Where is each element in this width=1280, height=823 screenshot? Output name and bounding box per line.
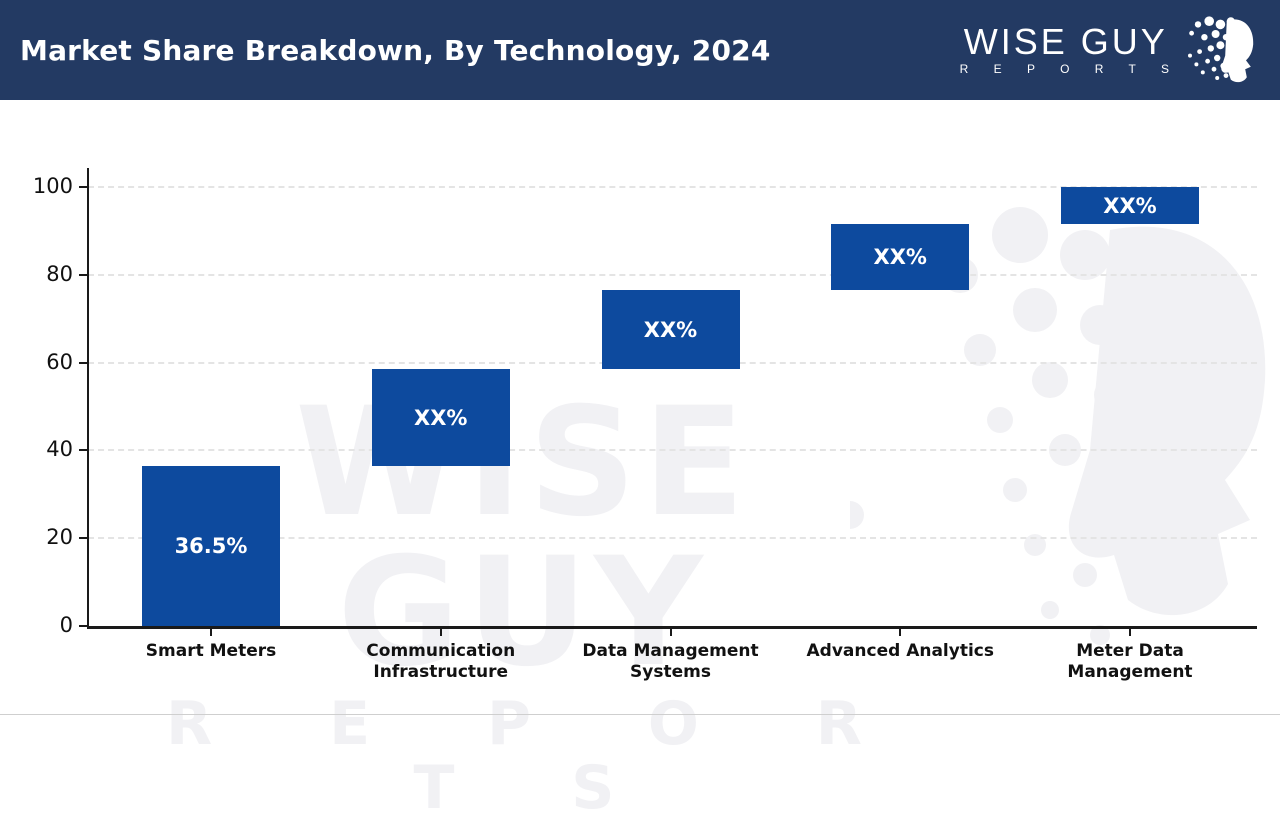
y-gridline [88,449,1257,452]
x-axis-line [87,626,1257,629]
y-gridline [88,273,1257,276]
x-tick-mark [669,628,672,636]
x-category-label: Data Management Systems [551,641,791,683]
y-gridline [88,537,1257,540]
watermark-line2: R E P O R T S [166,689,910,823]
waterfall-bar: XX% [831,224,970,291]
x-tick-mark [210,628,212,636]
y-tick-mark [79,537,88,540]
y-tick-mark [79,361,88,364]
bar-value-label: XX% [1103,193,1157,218]
logo-face-icon [1188,16,1254,83]
bar-value-label: XX% [643,317,698,342]
x-tick-mark [439,628,442,636]
x-category-label: Communication Infrastructure [321,641,561,683]
chart-area: WISE GUY R E P O R T S 0 20 40 60 80 100 36.5%… [0,100,1280,820]
wiseguy-logo: WISE GUY R E P O R T S [952,10,1254,90]
y-tick-label: 100 [32,174,73,199]
page-title: Market Share Breakdown, By Technology, 2… [20,33,771,67]
watermark-line1: WISE GUY [295,376,751,700]
x-category-label-line: Management [1067,662,1193,682]
bar-value-label: XX% [873,245,927,270]
y-tick-mark [79,625,88,627]
waterfall-bar: XX% [1061,187,1199,225]
x-category-label: Smart Meters [91,641,331,662]
x-tick-mark [1129,628,1131,636]
y-tick-label: 80 [46,261,73,286]
x-category-label: Advanced Analytics [780,641,1020,662]
x-category-label-line: Systems [630,662,711,682]
x-category-label: Meter Data Management [1010,641,1250,683]
x-category-label-line: Data Management [582,641,759,661]
y-tick-label: 40 [46,437,73,462]
header-bar: Market Share Breakdown, By Technology, 2… [0,0,1280,100]
waterfall-bar: 36.5% [142,465,280,626]
y-tick-mark [79,186,88,189]
y-gridline [88,186,1257,189]
waterfall-bar: XX% [601,290,740,370]
x-category-label-line: Advanced Analytics [806,641,994,661]
y-tick-mark [79,449,88,452]
y-tick-label: 0 [59,613,73,637]
y-axis-line [87,168,89,629]
x-category-label-line: Communication [366,641,516,661]
y-tick-mark [79,273,88,276]
y-tick-label: 60 [46,349,73,374]
watermark-head-icon [850,207,1266,645]
y-tick-label: 20 [46,525,73,550]
footer-divider [0,714,1280,715]
x-category-label-line: Infrastructure [373,662,509,682]
logo-wordmark: WISE GUY R E P O R T S [952,21,1180,77]
logo-wordmark-sub: R E P O R T S [959,62,1180,76]
logo-wordmark-main: WISE GUY [963,21,1168,62]
x-tick-mark [899,628,902,636]
bar-value-label: XX% [414,405,468,430]
bar-value-label: 36.5% [174,533,248,558]
x-category-label-line: Smart Meters [145,641,277,661]
waterfall-bar: XX% [371,369,510,466]
x-category-label-line: Meter Data [1076,641,1184,661]
